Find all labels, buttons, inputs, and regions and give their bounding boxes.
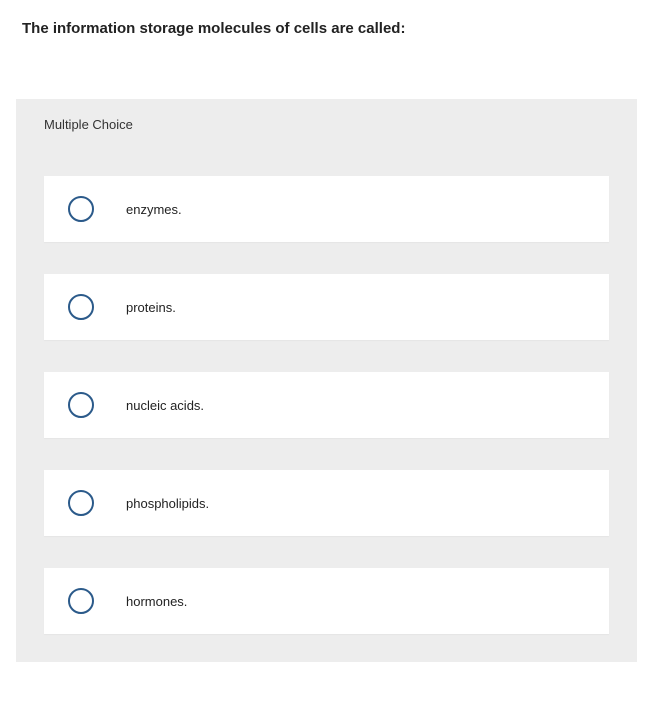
option-label: hormones. [126, 594, 187, 609]
option-row-1[interactable]: proteins. [44, 274, 609, 340]
option-label: proteins. [126, 300, 176, 315]
option-label: enzymes. [126, 202, 182, 217]
question-container: The information storage molecules of cel… [0, 0, 653, 39]
option-row-2[interactable]: nucleic acids. [44, 372, 609, 438]
radio-icon[interactable] [68, 392, 94, 418]
option-row-4[interactable]: hormones. [44, 568, 609, 634]
radio-icon[interactable] [68, 294, 94, 320]
question-prompt: The information storage molecules of cel… [22, 18, 631, 39]
option-row-3[interactable]: phospholipids. [44, 470, 609, 536]
option-row-0[interactable]: enzymes. [44, 176, 609, 242]
multiple-choice-panel: Multiple Choice enzymes. proteins. nucle… [16, 99, 637, 662]
option-label: nucleic acids. [126, 398, 204, 413]
radio-icon[interactable] [68, 490, 94, 516]
radio-icon[interactable] [68, 588, 94, 614]
radio-icon[interactable] [68, 196, 94, 222]
panel-label: Multiple Choice [44, 117, 609, 132]
option-label: phospholipids. [126, 496, 209, 511]
